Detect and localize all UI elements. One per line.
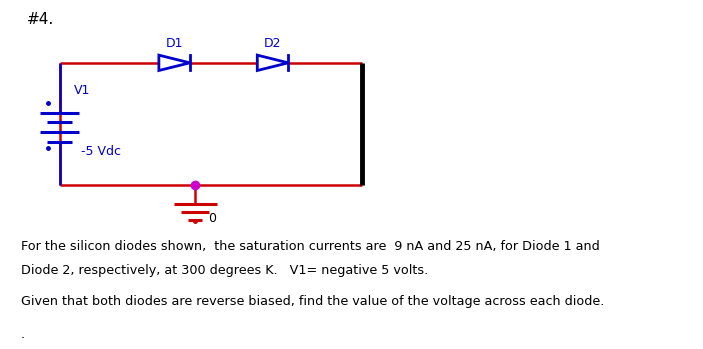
Text: Diode 2, respectively, at 300 degrees K.   V1= negative 5 volts.: Diode 2, respectively, at 300 degrees K.… (21, 264, 428, 277)
Text: .: . (21, 328, 25, 341)
Text: D2: D2 (264, 37, 281, 50)
Text: For the silicon diodes shown,  the saturation currents are  9 nA and 25 nA, for : For the silicon diodes shown, the satura… (21, 239, 600, 253)
Text: D1: D1 (166, 37, 183, 50)
Text: V1: V1 (74, 84, 90, 97)
Text: Given that both diodes are reverse biased, find the value of the voltage across : Given that both diodes are reverse biase… (21, 295, 605, 309)
Text: 0: 0 (208, 211, 216, 225)
Text: #4.: #4. (27, 12, 54, 27)
Text: -5 Vdc: -5 Vdc (81, 145, 121, 158)
